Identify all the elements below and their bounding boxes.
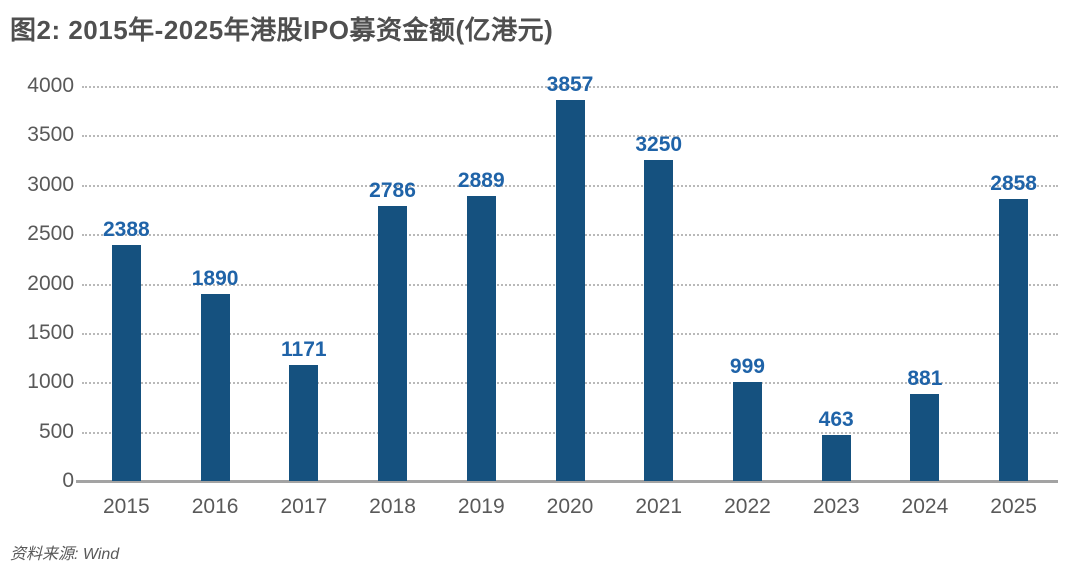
- y-axis-tick-3500: 3500: [27, 123, 74, 147]
- x-axis-tick-2024: 2024: [901, 495, 949, 518]
- bar-value-label-2022: 999: [729, 355, 765, 379]
- x-axis-line: [76, 480, 1058, 483]
- bar-2015: [111, 245, 141, 481]
- bar-2022: [732, 382, 762, 481]
- y-axis-tick-1500: 1500: [27, 320, 74, 344]
- bar-value-label-2018: 2786: [369, 178, 416, 202]
- bar-2016: [200, 294, 230, 481]
- x-axis-tick-2020: 2020: [546, 495, 594, 518]
- bar-2025: [999, 198, 1029, 481]
- x-axis-tick-2017: 2017: [280, 495, 328, 518]
- bar-value-label-2025: 2858: [990, 171, 1037, 195]
- bar-value-label-2021: 3250: [635, 133, 683, 157]
- bar-2024: [910, 394, 940, 481]
- y-axis-tick-1000: 1000: [27, 370, 74, 394]
- y-axis-tick-0: 0: [62, 469, 74, 492]
- bar-2023: [821, 435, 851, 481]
- x-axis-tick-2022: 2022: [724, 495, 771, 518]
- y-axis-tick-2000: 2000: [27, 271, 74, 295]
- x-axis-tick-2015: 2015: [103, 495, 150, 518]
- bar-value-label-2024: 881: [907, 367, 943, 390]
- chart-title: 图2: 2015年-2025年港股IPO募资金额(亿港元): [10, 15, 554, 45]
- y-axis-tick-2500: 2500: [27, 222, 74, 246]
- bar-2017: [289, 365, 319, 481]
- x-axis-tick-2019: 2019: [457, 495, 505, 518]
- bar-2021: [644, 160, 674, 481]
- y-axis-tick-4000: 4000: [27, 74, 74, 97]
- x-axis-tick-2018: 2018: [369, 495, 416, 518]
- bar-2019: [466, 195, 496, 481]
- y-axis-tick-3000: 3000: [27, 172, 74, 196]
- x-axis-tick-2025: 2025: [990, 495, 1037, 518]
- x-axis-tick-2016: 2016: [191, 495, 239, 518]
- y-axis-tick-500: 500: [38, 419, 74, 443]
- bar-value-label-2017: 1171: [281, 338, 327, 362]
- x-axis-tick-2021: 2021: [635, 495, 683, 518]
- bar-2018: [378, 205, 408, 481]
- bar-value-label-2019: 2889: [457, 168, 505, 192]
- bar-value-label-2015: 2388: [103, 218, 150, 242]
- bar-2020: [555, 100, 585, 481]
- bar-value-label-2023: 463: [818, 408, 854, 432]
- plot-area: [76, 86, 1058, 483]
- bar-value-label-2020: 3857: [546, 73, 594, 97]
- source-note: 资料来源: Wind: [10, 546, 120, 563]
- bar-value-label-2016: 1890: [191, 267, 239, 291]
- gridline-4000: [82, 86, 1058, 88]
- x-axis-tick-2023: 2023: [812, 495, 860, 518]
